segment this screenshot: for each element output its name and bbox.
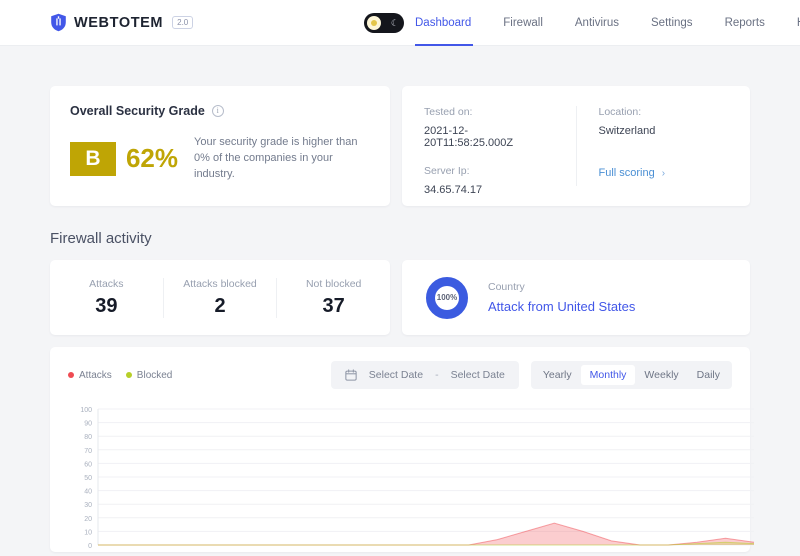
legend-dot-icon bbox=[68, 372, 74, 378]
country-donut-chart: 100% bbox=[424, 275, 470, 321]
location-label: Location: bbox=[598, 106, 642, 118]
brand-logo[interactable]: WEBTOTEM 2.0 bbox=[50, 13, 194, 32]
attack-country-text: Country Attack from United States bbox=[488, 281, 635, 314]
moon-icon: ☾ bbox=[390, 17, 399, 28]
svg-text:50: 50 bbox=[84, 475, 92, 482]
server-ip-value: 34.65.74.17 bbox=[424, 184, 483, 196]
firewall-stats-card: Attacks 39 Attacks blocked 2 Not blocked… bbox=[50, 260, 390, 335]
nav-item-antivirus[interactable]: Antivirus bbox=[574, 17, 619, 29]
brand-version-badge: 2.0 bbox=[172, 15, 194, 30]
grade-badge: B bbox=[70, 141, 116, 176]
legend-dot-icon bbox=[125, 372, 132, 378]
legend-item-blocked[interactable]: Blocked bbox=[125, 369, 173, 381]
stat-value: 2 bbox=[214, 294, 226, 317]
svg-text:20: 20 bbox=[84, 516, 92, 523]
svg-text:80: 80 bbox=[84, 434, 92, 441]
scan-meta-left-column: Tested on: 2021-12-20T11:58:25.000Z Serv… bbox=[402, 106, 576, 196]
server-ip-label: Server Ip: bbox=[424, 165, 470, 177]
period-selector: Yearly Monthly Weekly Daily bbox=[530, 361, 732, 389]
chart-controls: Select Date - Select Date Yearly Monthly… bbox=[330, 361, 732, 389]
stat-attacks: Attacks 39 bbox=[50, 278, 163, 318]
svg-text:70: 70 bbox=[84, 448, 92, 455]
stat-not-blocked: Not blocked 37 bbox=[276, 277, 390, 318]
full-scoring-label: Full scoring bbox=[598, 167, 655, 179]
date-range-separator: - bbox=[435, 369, 439, 381]
location-value: Switzerland bbox=[598, 125, 656, 137]
calendar-icon bbox=[345, 369, 357, 381]
nav-item-firewall[interactable]: Firewall bbox=[503, 17, 543, 29]
stat-value: 39 bbox=[95, 294, 118, 317]
legend-label: Blocked bbox=[136, 369, 173, 381]
nav-item-dashboard[interactable]: Dashboard bbox=[415, 0, 487, 46]
tested-on-value: 2021-12-20T11:58:25.000Z bbox=[424, 125, 514, 149]
chart-canvas: 0 10 20 30 40 50 60 70 80 90 100 bbox=[80, 407, 755, 550]
main-navigation: Dashboard Firewall Antivirus Settings Re… bbox=[415, 0, 800, 46]
grade-percent: 62% bbox=[125, 143, 178, 174]
legend-label: Attacks bbox=[79, 369, 112, 381]
stat-label: Attacks blocked bbox=[183, 277, 257, 290]
svg-text:90: 90 bbox=[84, 421, 92, 428]
chevron-right-icon: › bbox=[661, 167, 666, 179]
attacks-area-chart: 0 10 20 30 40 50 60 70 80 90 100 bbox=[68, 405, 755, 555]
firewall-stats-row: Attacks 39 Attacks blocked 2 Not blocked… bbox=[50, 260, 750, 335]
chart-legend: Attacks Blocked bbox=[68, 370, 172, 381]
security-grade-body: B 62% Your security grade is higher than… bbox=[70, 135, 370, 183]
nav-item-reports[interactable]: Reports bbox=[724, 17, 765, 29]
shield-icon bbox=[51, 13, 66, 32]
period-weekly[interactable]: Weekly bbox=[644, 369, 679, 381]
full-scoring-link[interactable]: Full scoring › bbox=[599, 167, 666, 179]
scan-meta-card: Tested on: 2021-12-20T11:58:25.000Z Serv… bbox=[402, 86, 750, 206]
period-daily[interactable]: Daily bbox=[696, 369, 720, 381]
stat-label: Not blocked bbox=[305, 277, 362, 290]
country-label: Country bbox=[488, 281, 525, 293]
period-monthly[interactable]: Monthly bbox=[580, 365, 636, 385]
security-grade-header: Overall Security Grade i bbox=[70, 104, 370, 118]
top-bar: WEBTOTEM 2.0 ☾ Dashboard Firewall Antivi… bbox=[0, 0, 800, 46]
svg-text:60: 60 bbox=[84, 461, 92, 468]
country-value[interactable]: Attack from United States bbox=[488, 299, 636, 314]
date-to-input[interactable]: Select Date bbox=[450, 369, 505, 381]
period-yearly[interactable]: Yearly bbox=[542, 369, 572, 381]
info-icon[interactable]: i bbox=[211, 105, 224, 117]
legend-item-attacks[interactable]: Attacks bbox=[68, 370, 112, 381]
attack-country-card: 100% Country Attack from United States bbox=[402, 260, 750, 335]
page-title: Overall Security Grade bbox=[70, 104, 205, 118]
donut-percent-label: 100% bbox=[436, 293, 458, 302]
firewall-chart-card: Attacks Blocked Select Date - bbox=[50, 347, 755, 555]
date-range-picker[interactable]: Select Date - Select Date bbox=[330, 361, 519, 389]
donut-icon bbox=[426, 276, 468, 319]
nav-item-settings[interactable]: Settings bbox=[651, 17, 693, 29]
brand-name: WEBTOTEM bbox=[74, 14, 164, 31]
security-grade-card: Overall Security Grade i B 62% Your secu… bbox=[50, 86, 390, 206]
stat-attacks-blocked: Attacks blocked 2 bbox=[162, 277, 277, 318]
svg-text:30: 30 bbox=[84, 502, 92, 509]
theme-toggle[interactable]: ☾ bbox=[364, 13, 404, 33]
svg-text:10: 10 bbox=[84, 529, 92, 536]
svg-text:100: 100 bbox=[80, 407, 92, 414]
firewall-activity-title: Firewall activity bbox=[50, 230, 152, 247]
chart-toolbar: Attacks Blocked Select Date - bbox=[68, 361, 732, 389]
grade-note: Your security grade is higher than 0% of… bbox=[194, 136, 358, 180]
scan-meta-right-column: Location: Switzerland Full scoring › bbox=[575, 106, 751, 186]
stat-value: 37 bbox=[322, 294, 345, 317]
page-content: Overall Security Grade i B 62% Your secu… bbox=[0, 46, 800, 552]
svg-text:0: 0 bbox=[88, 543, 92, 550]
sun-icon bbox=[367, 16, 381, 30]
date-from-input[interactable]: Select Date bbox=[368, 369, 424, 381]
nav-item-help[interactable]: Help bbox=[781, 0, 800, 46]
tested-on-label: Tested on: bbox=[424, 106, 473, 118]
svg-text:40: 40 bbox=[84, 489, 92, 496]
summary-row: Overall Security Grade i B 62% Your secu… bbox=[50, 46, 750, 206]
stat-label: Attacks bbox=[89, 277, 124, 290]
